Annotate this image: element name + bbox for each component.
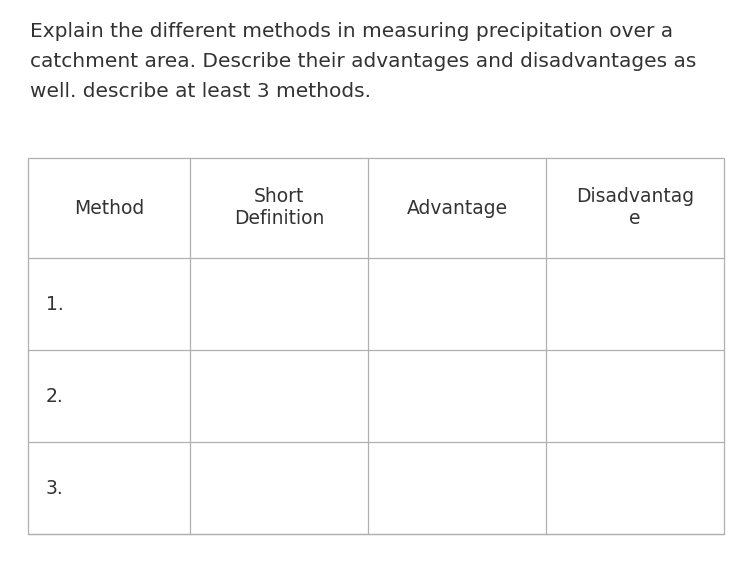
Text: Short
Definition: Short Definition xyxy=(234,187,324,228)
Text: Disadvantag
e: Disadvantag e xyxy=(576,187,694,228)
Text: Explain the different methods in measuring precipitation over a: Explain the different methods in measuri… xyxy=(30,22,673,41)
Text: 3.: 3. xyxy=(46,478,64,497)
Text: Advantage: Advantage xyxy=(406,199,508,218)
Text: catchment area. Describe their advantages and disadvantages as: catchment area. Describe their advantage… xyxy=(30,52,696,71)
Bar xyxy=(28,158,724,534)
Text: 1.: 1. xyxy=(46,294,64,314)
Text: 2.: 2. xyxy=(46,386,64,406)
Text: well. describe at least 3 methods.: well. describe at least 3 methods. xyxy=(30,82,371,101)
Text: Method: Method xyxy=(74,199,144,218)
